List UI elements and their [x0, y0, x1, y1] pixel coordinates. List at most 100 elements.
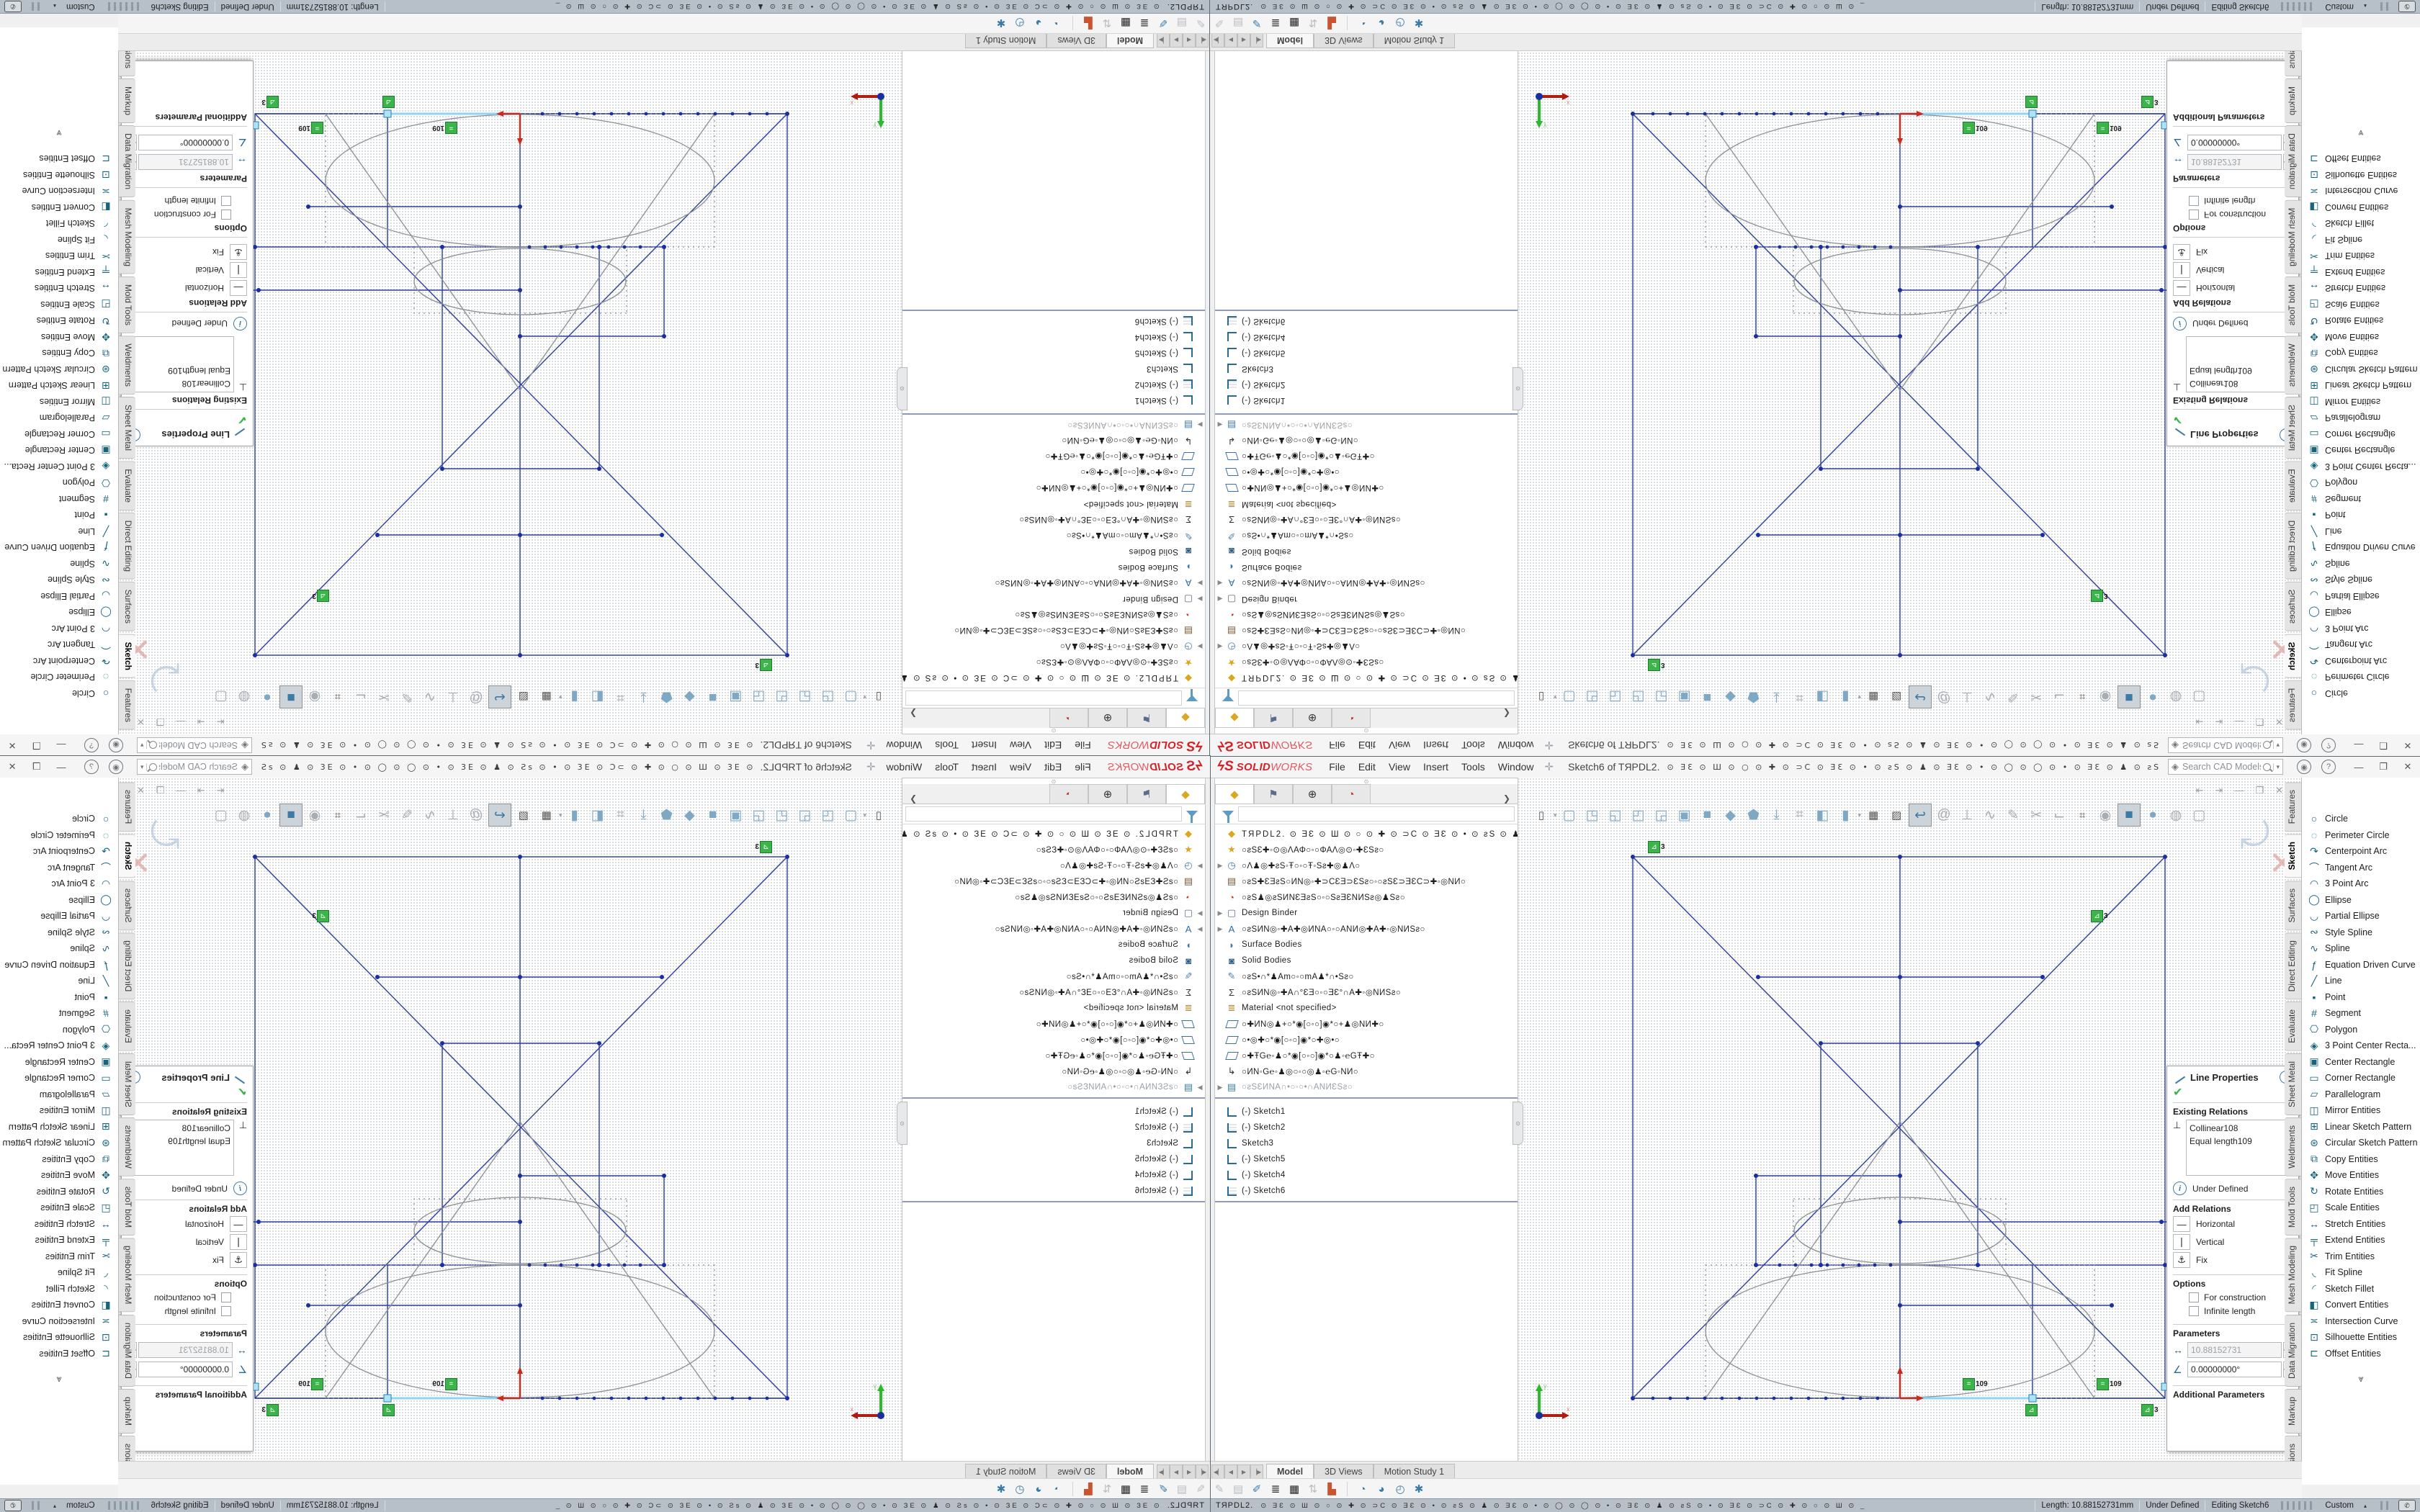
menu-window[interactable]: Window: [886, 761, 923, 773]
option-checkbox[interactable]: For construction: [2189, 210, 2293, 220]
tool-perimeter-circle[interactable]: ◌ Perimeter Circle: [0, 827, 114, 844]
fm-tab-display-pane[interactable]: ◔: [1049, 708, 1088, 728]
cm-tab-weldments[interactable]: Weldments: [2285, 1117, 2302, 1177]
tab-nav-icon[interactable]: ▕▶: [1250, 33, 1263, 48]
tab-nav-icon[interactable]: ▶: [1170, 33, 1183, 48]
search-icon[interactable]: [148, 741, 157, 750]
lower-toolbar-icon[interactable]: ◕: [1035, 1482, 1042, 1495]
cm-tab-mesh-modeling[interactable]: Mesh Modeling: [118, 199, 135, 274]
lower-toolbar-icon[interactable]: ◔: [1359, 17, 1366, 30]
doc-window-control-icon[interactable]: ❐: [2255, 785, 2264, 796]
search-input[interactable]: ◈ Search CAD Models ▾: [2168, 737, 2283, 753]
relations-listbox[interactable]: Collinear108 Equal length109: [127, 1120, 234, 1176]
tool-equation-driven-curve[interactable]: ƒ Equation Driven Curve: [0, 539, 114, 556]
doc-tab-3d-views[interactable]: 3D Views: [1314, 1464, 1373, 1479]
parameter-input[interactable]: 0.00000000°: [138, 1362, 233, 1377]
tool-scale-entities[interactable]: ◰ Scale Entities: [0, 1200, 114, 1216]
menu-file[interactable]: File: [1329, 761, 1345, 773]
tab-nav-icon[interactable]: ◀▏: [1211, 33, 1224, 48]
close-button[interactable]: ✕: [8, 740, 17, 751]
tool-stretch-entities[interactable]: ↔ Stretch Entities: [0, 1216, 114, 1233]
tool-style-spline[interactable]: ∾ Style Spline: [2306, 572, 2420, 588]
tree-filter-input[interactable]: [905, 806, 1182, 822]
minimize-button[interactable]: —: [2354, 739, 2364, 751]
tool-rotate-entities[interactable]: ↻ Rotate Entities: [2306, 1184, 2420, 1200]
menu-edit[interactable]: Edit: [1044, 761, 1062, 773]
lower-toolbar-icon[interactable]: ▦: [1120, 1483, 1131, 1495]
option-checkbox[interactable]: For construction: [127, 1292, 231, 1302]
menu-edit[interactable]: Edit: [1358, 761, 1376, 773]
doc-tab-motion-study-1[interactable]: Motion Study 1: [964, 1464, 1047, 1479]
panel-grip[interactable]: ⊙: [1051, 727, 1057, 734]
tool-circular-sketch-pattern[interactable]: ⊛ Circular Sketch Pattern: [2306, 1135, 2420, 1151]
lower-toolbar-icon[interactable]: ◴: [1015, 1483, 1025, 1495]
status-globe-icon[interactable]: ✆: [4, 1500, 22, 1511]
lower-toolbar-icon[interactable]: ✱: [1414, 17, 1424, 29]
menu-insert[interactable]: Insert: [1423, 739, 1449, 751]
tree-item[interactable]: Sketch3: [902, 1135, 1205, 1151]
tool-corner-rectangle[interactable]: ▭ Corner Rectangle: [2306, 1070, 2420, 1086]
cm-tab-direct-editing[interactable]: Direct Editing: [2285, 932, 2302, 1000]
tool-convert-entities[interactable]: ◧ Convert Entities: [0, 1297, 114, 1313]
tool-silhouette-entities[interactable]: ⊡ Silhouette Entities: [2306, 167, 2420, 184]
pin-icon[interactable]: ✛: [866, 739, 876, 751]
tab-nav-icon[interactable]: ▶: [1237, 1464, 1250, 1479]
menubar-toolbar-glyphs[interactable]: ⊙ ƎƐ ⊙ Ш ⊙ ○ ⊙ ✚ ⊙ ⊃C ⊙ ƎƐ ⊙ • ⊙ ƨS ⊙ ♟ …: [259, 762, 753, 772]
tree-item[interactable]: (-) Sketch6: [1215, 1183, 1518, 1199]
lower-toolbar-icon[interactable]: ▦: [1289, 1483, 1300, 1495]
cm-tab-markup[interactable]: Markup: [2285, 1388, 2302, 1434]
tool-polygon[interactable]: ⎔ Polygon: [0, 1022, 114, 1038]
lower-toolbar-icon[interactable]: ✱: [996, 17, 1006, 29]
tree-item[interactable]: Sketch3: [902, 361, 1205, 377]
tool-3-point-arc[interactable]: ◠ 3 Point Arc: [2306, 621, 2420, 637]
tool-equation-driven-curve[interactable]: ƒ Equation Driven Curve: [2306, 539, 2420, 556]
more-tools-chevron-icon[interactable]: ⩔: [56, 1373, 62, 1384]
fm-tab-dimxpert[interactable]: ⊕: [1293, 784, 1332, 804]
tool-3-point-center-recta-[interactable]: ◈ 3 Point Center Recta...: [0, 1038, 114, 1054]
sketch-relation-badge[interactable]: =: [311, 1378, 323, 1390]
view-toolbar-icon[interactable]: ◧: [1816, 807, 1829, 823]
tree-item[interactable]: (-) Sketch2: [902, 1120, 1205, 1135]
sketch-points[interactable]: [1631, 112, 2167, 657]
panel-grip[interactable]: ⊙: [1051, 778, 1057, 785]
sketch-relation-badge[interactable]: ⊿: [317, 910, 329, 922]
relations-listbox[interactable]: Collinear108 Equal length109: [2186, 336, 2293, 392]
user-account-icon[interactable]: ◉: [2297, 760, 2311, 774]
view-toolbar-icon[interactable]: ●: [2148, 807, 2157, 822]
tool-perimeter-circle[interactable]: ◌ Perimeter Circle: [0, 669, 114, 685]
tool-circle[interactable]: ○ Circle: [0, 811, 114, 827]
tool-rotate-entities[interactable]: ↻ Rotate Entities: [0, 312, 114, 329]
relations-listbox[interactable]: Collinear108 Equal length109: [127, 336, 234, 392]
tree-root-part[interactable]: ◆ TЯPDL2. ⊙ ƎƐ ⊙ Ш ⊙ ○ ⊙ ✚ ⊙ ⊃C ⊙ ƎƐ ⊙ • …: [1215, 826, 1518, 842]
cm-tab-markup[interactable]: Markup: [118, 1388, 135, 1434]
tree-item[interactable]: ↳ ○ИN◦G℮◦♟◎○◦○◎♟◦℮G◦NИ○: [1215, 433, 1518, 449]
restore-button[interactable]: ❐: [2379, 740, 2388, 751]
tree-item[interactable]: (-) Sketch1: [1215, 392, 1518, 408]
lower-toolbar-icon[interactable]: ✱: [1414, 1483, 1424, 1495]
tool-intersection-curve[interactable]: ≍ Intersection Curve: [2306, 1313, 2420, 1330]
tool-linear-sketch-pattern[interactable]: ⊞ Linear Sketch Pattern: [2306, 377, 2420, 394]
tool-corner-rectangle[interactable]: ▭ Corner Rectangle: [0, 1070, 114, 1086]
tool-line[interactable]: ╱ Line: [2306, 973, 2420, 989]
tool-scale-entities[interactable]: ◰ Scale Entities: [2306, 1200, 2420, 1216]
tree-item[interactable]: ◗ Surface Bodies: [1215, 559, 1518, 575]
tree-filter-input[interactable]: [1238, 806, 1515, 822]
tool-stretch-entities[interactable]: ↔ Stretch Entities: [2306, 1216, 2420, 1233]
panel-splitter-handle[interactable]: ⊙: [1512, 1102, 1523, 1145]
tree-item[interactable]: (-) Sketch2: [1215, 1120, 1518, 1135]
fm-expand-chevron-icon[interactable]: ❯: [910, 708, 918, 719]
doc-window-control-icon[interactable]: ⇤: [2195, 785, 2204, 796]
view-toolbar-icon[interactable]: ✂: [2030, 807, 2043, 823]
tree-item[interactable]: ◔ ○ƨS♟◎ƨSИNƐƎƨS○◦○SƨƎƐNИSƨ◎♟Sƨ○: [902, 607, 1205, 623]
menu-edit[interactable]: Edit: [1358, 739, 1376, 751]
tree-item[interactable]: ▤ ○ƨS✚ƐƎƨS○ИN◎◦✚⊃CƐƎ⊃ƐSƨ○◦○ƨSƐ⊃ƎƐC⊃✚◦◎NИ○: [902, 623, 1205, 639]
tab-nav-icon[interactable]: ◀▏: [1196, 1464, 1209, 1479]
tool-mirror-entities[interactable]: ◫ Mirror Entities: [0, 1102, 114, 1119]
tool-trim-entities[interactable]: ✂ Trim Entities: [0, 1248, 114, 1265]
tool-segment[interactable]: # Segment: [0, 1005, 114, 1022]
tree-item[interactable]: ▶ ▤ ○ƨSƐИNΑ∩•○◦○•∩ΑNИƐSƨ○: [1067, 420, 1203, 431]
tree-root-part[interactable]: ◆ TЯPDL2. ⊙ ƎƐ ⊙ Ш ⊙ ○ ⊙ ✚ ⊙ ⊃C ⊙ ƎƐ ⊙ • …: [902, 670, 1205, 686]
fm-tab-design-tree[interactable]: ◆: [1166, 708, 1205, 728]
lower-toolbar-icon[interactable]: ◕: [1035, 17, 1042, 30]
tool-offset-entities[interactable]: ⊏ Offset Entities: [2306, 1346, 2420, 1362]
